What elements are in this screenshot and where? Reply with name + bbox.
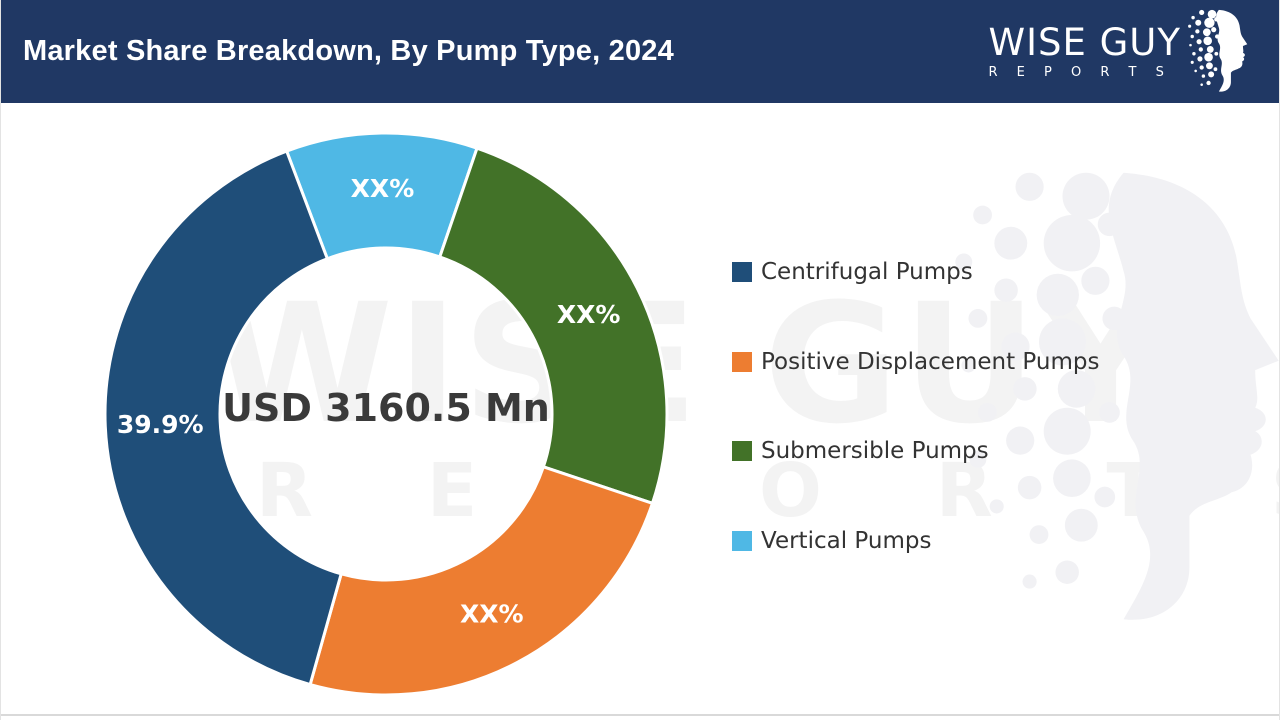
page-title: Market Share Breakdown, By Pump Type, 20… [23, 35, 674, 67]
bottom-divider [1, 714, 1279, 716]
header-bar: Market Share Breakdown, By Pump Type, 20… [1, 0, 1279, 103]
legend-label: Centrifugal Pumps [761, 259, 973, 285]
legend-swatch-submersible [732, 441, 752, 461]
legend-swatch-vertical [732, 531, 752, 551]
logo-face-icon [1169, 9, 1255, 95]
logo-subtitle: R E P O R T S [988, 65, 1172, 80]
legend-swatch-positive-displacement [732, 352, 752, 372]
segment-value-label: 39.9% [117, 410, 204, 439]
donut-segment-centrifugal-pumps [103, 149, 343, 687]
wise-guy-logo: WISE GUY R E P O R T S [989, 9, 1255, 95]
watermark-face-icon [851, 168, 1280, 638]
logo-wordmark: WISE GUY [988, 21, 1181, 64]
donut-segment-positive-displacement-pumps [308, 465, 654, 697]
segment-value-label: XX% [460, 600, 524, 629]
donut-segment-submersible-pumps [438, 146, 669, 505]
legend-item-positive-displacement-pumps: Positive Displacement Pumps [732, 349, 1099, 375]
legend-label: Positive Displacement Pumps [761, 349, 1100, 375]
donut-center-value: USD 3160.5 Mn [222, 386, 550, 430]
legend-label: Submersible Pumps [761, 438, 989, 464]
legend-item-vertical-pumps: Vertical Pumps [732, 528, 931, 554]
segment-value-label: XX% [557, 300, 621, 329]
logo-text: WISE GUY R E P O R T S [989, 24, 1181, 79]
segment-value-label: XX% [351, 174, 415, 203]
legend-label: Vertical Pumps [761, 528, 932, 554]
donut-chart: XX% XX% XX% 39.9% [103, 131, 669, 697]
legend-item-submersible-pumps: Submersible Pumps [732, 438, 989, 464]
legend-item-centrifugal-pumps: Centrifugal Pumps [732, 259, 973, 285]
legend-swatch-centrifugal [732, 262, 752, 282]
